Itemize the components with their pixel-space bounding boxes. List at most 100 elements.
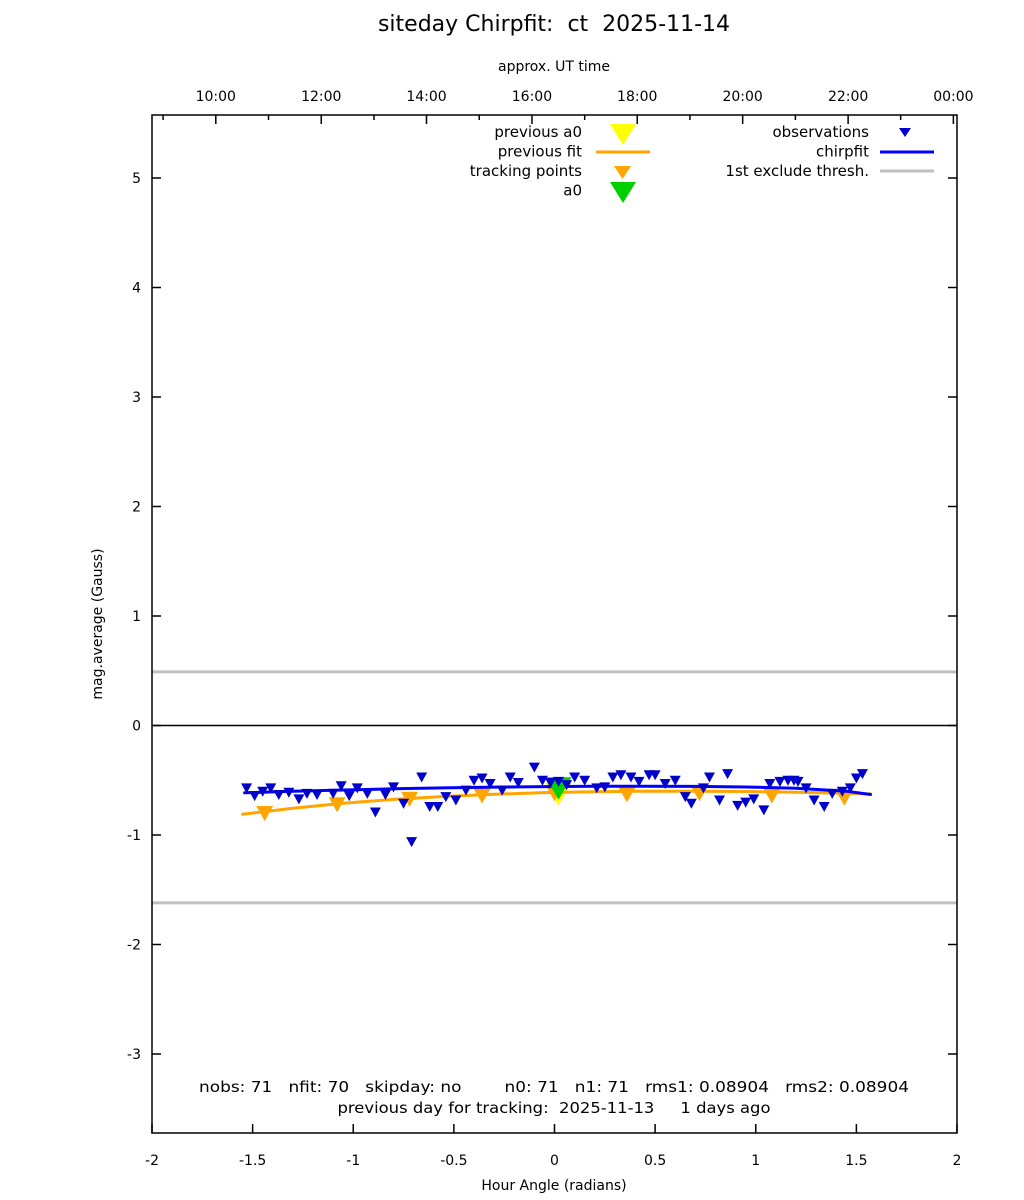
observations-marker xyxy=(283,787,295,798)
a0-legend-icon xyxy=(610,182,636,203)
observations-marker xyxy=(327,788,339,799)
observations-marker xyxy=(591,783,603,794)
observations-marker xyxy=(856,769,868,780)
observations-marker xyxy=(697,783,709,794)
observations-marker xyxy=(484,779,496,790)
plot-border xyxy=(151,114,958,1134)
y-tick-label: 5 xyxy=(132,171,141,187)
observations-marker xyxy=(764,779,776,790)
tracking-points-marker xyxy=(763,788,781,804)
observations-marker xyxy=(748,794,760,805)
legend-label-tracking-points: tracking points xyxy=(470,162,582,180)
legend-column-2: observations chirpfit 1st exclude thresh… xyxy=(725,123,934,180)
observations-marker xyxy=(301,788,313,799)
legend-label-exclude-thresh: 1st exclude thresh. xyxy=(725,162,869,180)
top-tick-label: 14:00 xyxy=(406,89,446,105)
top-axis-label: approx. UT time xyxy=(498,59,610,75)
y-tick-label: 1 xyxy=(132,609,141,625)
x-tick-label: -2 xyxy=(145,1153,159,1169)
observations-marker xyxy=(257,786,269,797)
observations-marker xyxy=(406,837,418,848)
observations-marker xyxy=(808,795,820,806)
legend: previous a0 previous fit tracking points… xyxy=(470,123,650,203)
observations-marker xyxy=(496,785,508,796)
observations-marker xyxy=(579,775,591,786)
x-tick-label: 0.5 xyxy=(644,1153,666,1169)
observations-marker xyxy=(468,775,480,786)
tracking-points-marker xyxy=(473,788,491,804)
x-axis-label: Hour Angle (radians) xyxy=(481,1178,626,1194)
plot-area: -3 -2 -1 0 1 2 3 4 5 -2 -1.5 -1 -0.5 0 0.5 1 1.5 2 10:00 12… xyxy=(127,89,974,1169)
tracking-points-marker xyxy=(618,787,636,803)
top-tick-label: 00:00 xyxy=(933,89,973,105)
legend-label-chirpfit: chirpfit xyxy=(816,143,869,161)
observations-marker xyxy=(398,798,410,809)
observations-marker xyxy=(388,782,399,793)
y-tick-label: 2 xyxy=(132,500,141,516)
x-tick-label: 2 xyxy=(953,1153,962,1169)
x-tick-label: -1.5 xyxy=(239,1153,266,1169)
observations-marker xyxy=(850,773,862,784)
observations-marker xyxy=(659,779,671,790)
observations-marker xyxy=(615,770,627,781)
observations-marker xyxy=(361,788,373,799)
observations-marker xyxy=(774,776,786,787)
observations-marker xyxy=(476,773,488,784)
tracking-points-marker xyxy=(256,806,274,822)
observations-marker xyxy=(440,792,452,803)
y-tick-label: -2 xyxy=(127,938,141,954)
legend-label-previous-fit: previous fit xyxy=(498,143,582,161)
y-tick-label: 0 xyxy=(132,719,141,735)
top-tick-label: 18:00 xyxy=(617,89,657,105)
observations-marker xyxy=(800,783,812,794)
observations-marker xyxy=(293,794,305,805)
observations-marker xyxy=(826,788,838,799)
observations-marker xyxy=(249,791,261,802)
x-tick-label: 0 xyxy=(550,1153,559,1169)
observations-marker xyxy=(599,782,611,793)
observations-marker xyxy=(792,776,804,787)
observations-marker xyxy=(714,795,726,806)
observations-marker xyxy=(416,772,428,783)
top-tick-label: 16:00 xyxy=(512,89,552,105)
observations-legend-icon xyxy=(899,128,911,137)
stats-line-1: nobs: 71 nfit: 70 skipday: no n0: 71 n1:… xyxy=(199,1078,909,1096)
x-tick-label: -1 xyxy=(346,1153,360,1169)
y-axis-label: mag.average (Gauss) xyxy=(90,548,106,699)
observations-marker xyxy=(432,802,444,813)
observations-marker xyxy=(818,802,830,813)
top-tick-label: 12:00 xyxy=(301,89,341,105)
stats-line-2: previous day for tracking: 2025-11-13 1 … xyxy=(338,1099,771,1117)
observations-marker xyxy=(669,775,681,786)
x-tick-label: -0.5 xyxy=(440,1153,467,1169)
tracking-points-marker xyxy=(328,797,346,813)
y-tick-label: 4 xyxy=(132,281,141,297)
observations-marker xyxy=(703,772,715,783)
observations-marker xyxy=(351,783,363,794)
observations-marker xyxy=(343,791,355,802)
chart-title: siteday Chirpfit: ct 2025-11-14 xyxy=(378,12,730,37)
observations-marker xyxy=(379,789,391,800)
observations-marker xyxy=(424,802,436,813)
observations-marker xyxy=(633,776,645,787)
observations-marker xyxy=(273,789,285,800)
observations-marker xyxy=(335,781,347,792)
observations-marker xyxy=(844,783,856,794)
observations-marker xyxy=(241,783,253,794)
observations-marker xyxy=(758,805,770,816)
observations-marker xyxy=(836,786,848,797)
top-tick-label: 10:00 xyxy=(196,89,236,105)
observations-marker xyxy=(553,776,565,787)
legend-label-observations: observations xyxy=(772,123,869,141)
legend-label-previous-a0: previous a0 xyxy=(494,123,582,141)
chirpfit-line xyxy=(243,784,872,796)
tracking-points-marker xyxy=(401,791,419,807)
observations-marker xyxy=(722,769,734,780)
observations-marker xyxy=(460,785,472,796)
observations-marker xyxy=(649,770,661,781)
observations-marker xyxy=(740,797,752,808)
observations-marker xyxy=(369,807,381,818)
observations-marker xyxy=(679,792,691,803)
y-tick-label: -3 xyxy=(127,1047,141,1063)
